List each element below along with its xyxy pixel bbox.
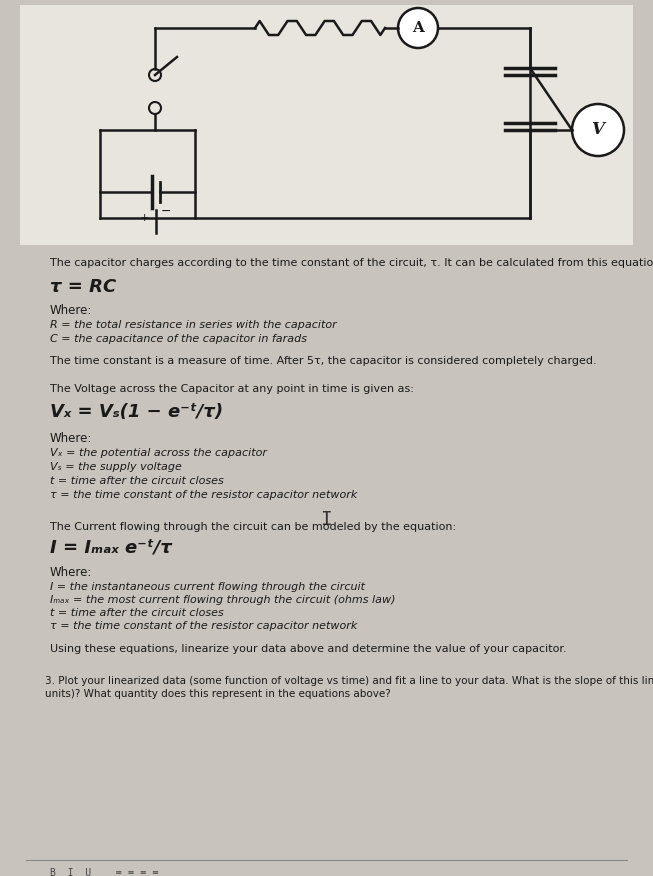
Text: The time constant is a measure of time. After 5τ, the capacitor is considered co: The time constant is a measure of time. … xyxy=(50,356,597,366)
Text: Where:: Where: xyxy=(50,304,92,317)
Text: τ = the time constant of the resistor capacitor network: τ = the time constant of the resistor ca… xyxy=(50,621,357,631)
Text: V: V xyxy=(592,122,605,138)
Text: τ = RC: τ = RC xyxy=(50,278,116,296)
Text: A: A xyxy=(412,21,424,35)
Text: I = Iₘₐₓ e⁻ᵗ/τ: I = Iₘₐₓ e⁻ᵗ/τ xyxy=(50,538,172,556)
Text: ≡  ≡  ≡  ≡: ≡ ≡ ≡ ≡ xyxy=(110,868,159,876)
Circle shape xyxy=(572,104,624,156)
Text: t = time after the circuit closes: t = time after the circuit closes xyxy=(50,476,224,486)
Text: Vₓ = the potential across the capacitor: Vₓ = the potential across the capacitor xyxy=(50,448,267,458)
Text: Vₓ = Vₛ(1 − e⁻ᵗ/τ): Vₓ = Vₛ(1 − e⁻ᵗ/τ) xyxy=(50,403,223,421)
Text: t = time after the circuit closes: t = time after the circuit closes xyxy=(50,608,224,618)
FancyBboxPatch shape xyxy=(20,5,633,245)
Text: Using these equations, linearize your data above and determine the value of your: Using these equations, linearize your da… xyxy=(50,644,567,654)
Text: The Current flowing through the circuit can be modeled by the equation:: The Current flowing through the circuit … xyxy=(50,522,456,532)
Text: R = the total resistance in series with the capacitor: R = the total resistance in series with … xyxy=(50,320,337,330)
Text: Vₛ = the supply voltage: Vₛ = the supply voltage xyxy=(50,462,182,472)
Text: The Voltage across the Capacitor at any point in time is given as:: The Voltage across the Capacitor at any … xyxy=(50,384,414,394)
Text: Where:: Where: xyxy=(50,432,92,445)
Text: 3. Plot your linearized data (some function of voltage vs time) and fit a line t: 3. Plot your linearized data (some funct… xyxy=(45,676,653,686)
Text: C = the capacitance of the capacitor in farads: C = the capacitance of the capacitor in … xyxy=(50,334,307,344)
Text: B  I  U: B I U xyxy=(50,868,91,876)
Text: I: I xyxy=(320,510,332,529)
Text: −: − xyxy=(161,205,171,218)
Text: +: + xyxy=(139,213,149,223)
Circle shape xyxy=(398,8,438,48)
Text: Where:: Where: xyxy=(50,566,92,579)
Text: I = the instantaneous current flowing through the circuit: I = the instantaneous current flowing th… xyxy=(50,582,365,592)
Text: units)? What quantity does this represent in the equations above?: units)? What quantity does this represen… xyxy=(45,689,390,699)
Text: τ = the time constant of the resistor capacitor network: τ = the time constant of the resistor ca… xyxy=(50,490,357,500)
Text: The capacitor charges according to the time constant of the circuit, τ. It can b: The capacitor charges according to the t… xyxy=(50,258,653,268)
Text: Iₘₐₓ = the most current flowing through the circuit (ohms law): Iₘₐₓ = the most current flowing through … xyxy=(50,595,396,605)
